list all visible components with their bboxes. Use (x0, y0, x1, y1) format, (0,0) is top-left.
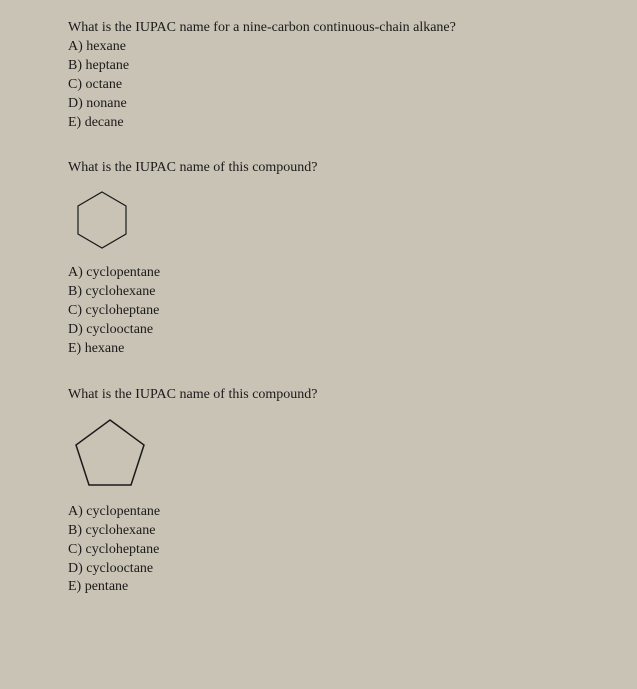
question-3-option-e: E) pentane (68, 578, 637, 597)
pentagon-shape (72, 417, 637, 489)
question-2-option-a: A) cyclopentane (68, 264, 637, 283)
question-3: What is the IUPAC name of this compound?… (68, 387, 637, 597)
question-2-text: What is the IUPAC name of this compound? (68, 160, 637, 176)
question-3-text: What is the IUPAC name of this compound? (68, 387, 637, 403)
question-2-option-c: C) cycloheptane (68, 302, 637, 321)
question-2: What is the IUPAC name of this compound?… (68, 160, 637, 358)
question-1-text: What is the IUPAC name for a nine-carbon… (68, 20, 637, 36)
question-2-option-d: D) cyclooctane (68, 321, 637, 340)
question-1-option-c: C) octane (68, 76, 637, 95)
question-2-option-b: B) cyclohexane (68, 283, 637, 302)
hexagon-icon (72, 190, 132, 250)
question-3-option-a: A) cyclopentane (68, 503, 637, 522)
pentagon-icon (72, 417, 148, 489)
question-1-option-a: A) hexane (68, 38, 637, 57)
question-2-option-e: E) hexane (68, 340, 637, 359)
question-1-option-e: E) decane (68, 114, 637, 133)
question-1-option-b: B) heptane (68, 57, 637, 76)
question-3-option-c: C) cycloheptane (68, 541, 637, 560)
hexagon-shape (72, 190, 637, 250)
question-3-option-b: B) cyclohexane (68, 522, 637, 541)
question-3-option-d: D) cyclooctane (68, 560, 637, 579)
question-1-option-d: D) nonane (68, 95, 637, 114)
question-1: What is the IUPAC name for a nine-carbon… (68, 20, 637, 132)
